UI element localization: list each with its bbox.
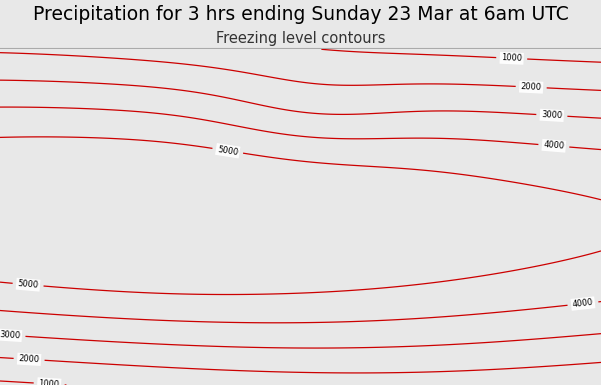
Text: 2000: 2000	[520, 82, 542, 92]
Text: 2000: 2000	[19, 354, 40, 365]
Text: 5000: 5000	[17, 279, 39, 290]
Text: 1000: 1000	[501, 54, 522, 63]
Text: 1000: 1000	[38, 379, 60, 385]
Text: 5000: 5000	[217, 145, 239, 157]
Text: Freezing level contours: Freezing level contours	[216, 31, 385, 46]
Text: 4000: 4000	[572, 298, 594, 309]
Text: Precipitation for 3 hrs ending Sunday 23 Mar at 6am UTC: Precipitation for 3 hrs ending Sunday 23…	[32, 5, 569, 24]
Text: 3000: 3000	[0, 330, 21, 341]
Text: 4000: 4000	[543, 141, 565, 151]
Text: 3000: 3000	[541, 110, 563, 121]
